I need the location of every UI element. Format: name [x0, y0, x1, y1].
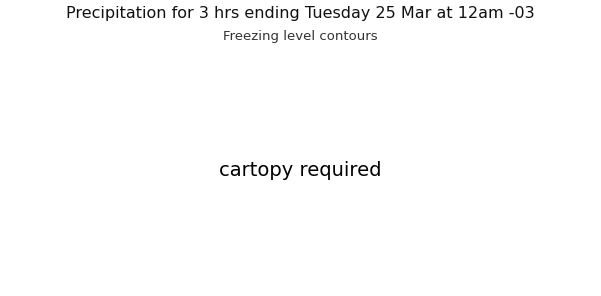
Text: Precipitation for 3 hrs ending Tuesday 25 Mar at 12am -03: Precipitation for 3 hrs ending Tuesday 2… — [66, 6, 535, 21]
Text: Freezing level contours: Freezing level contours — [223, 30, 378, 43]
Text: cartopy required: cartopy required — [219, 161, 382, 181]
